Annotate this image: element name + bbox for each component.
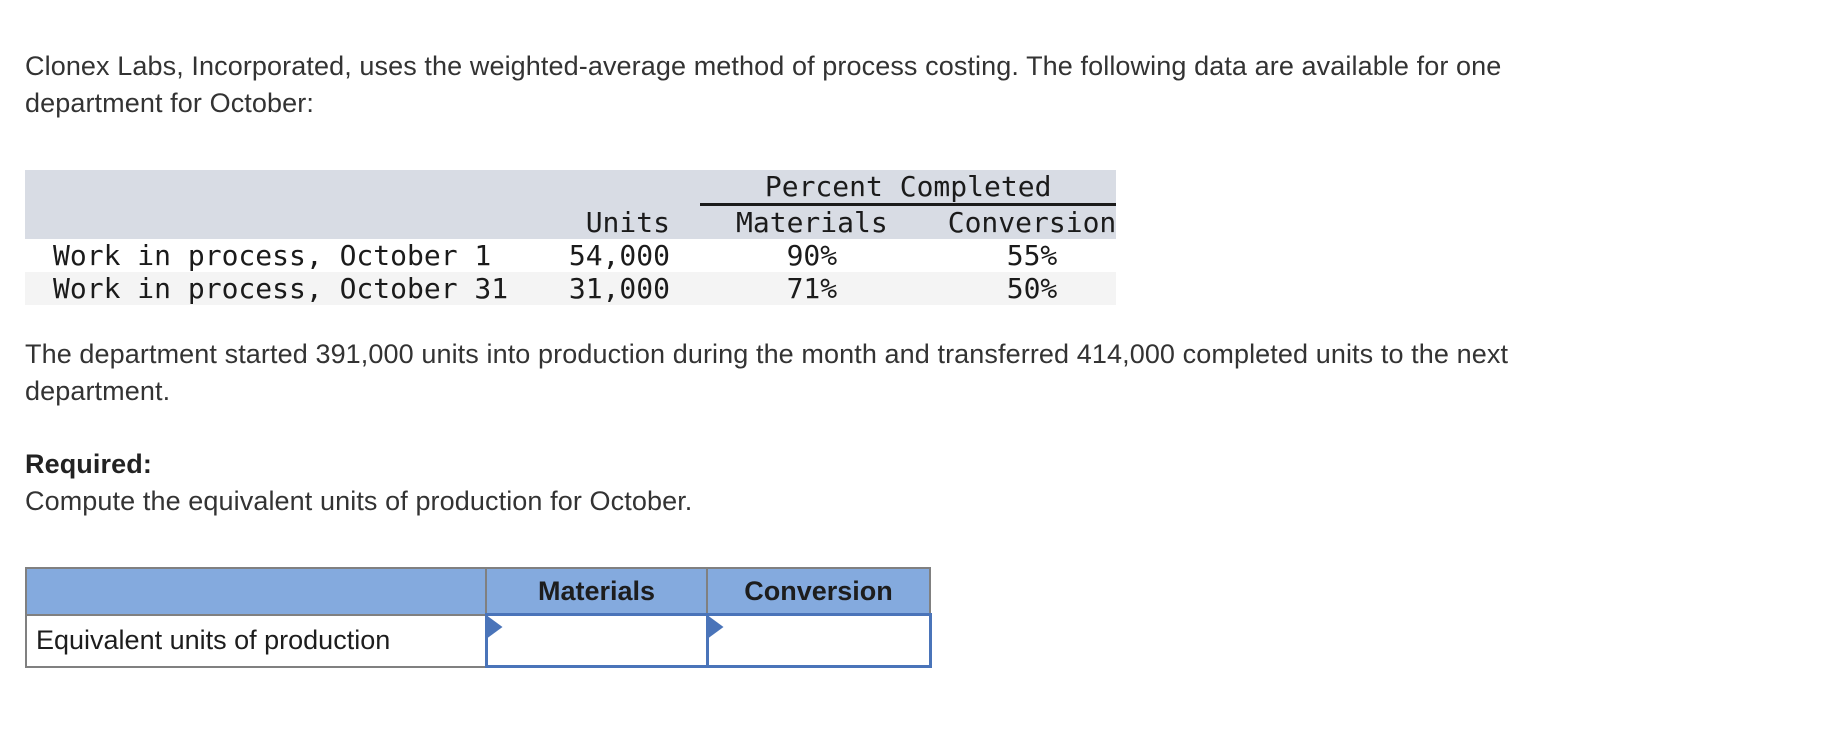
spacer-cell [25, 204, 555, 239]
table-row-wip-october-1: Work in process, October 1 54,000 90% 55… [25, 239, 1116, 272]
answer-header-row: Materials Conversion [25, 567, 931, 616]
narrative-line-2: department. [25, 376, 171, 406]
materials-column-header: Materials [700, 204, 888, 239]
conversion-answer-cell[interactable] [705, 613, 932, 668]
answer-materials-header: Materials [485, 567, 708, 616]
spacer-cell [25, 170, 700, 205]
required-instruction: Compute the equivalent units of producti… [25, 486, 693, 516]
units-value: 31,000 [555, 272, 700, 305]
answer-table: Materials Conversion Equivalent units of… [25, 567, 932, 668]
wip-data-table: Percent Completed Units Materials Conver… [25, 170, 1117, 305]
materials-answer-cell[interactable] [484, 613, 709, 668]
materials-percent: 71% [700, 272, 888, 305]
conversion-percent: 50% [887, 272, 1117, 305]
units-column-header: Units [555, 204, 700, 239]
row-label: Work in process, October 31 [25, 272, 555, 305]
answer-spacer-cell [25, 567, 487, 616]
row-label: Work in process, October 1 [53, 239, 492, 272]
answer-conversion-header: Conversion [706, 567, 931, 616]
required-section: Required: Compute the equivalent units o… [25, 446, 692, 520]
conversion-column-header: Conversion [887, 204, 1117, 239]
units-value: 54,000 [568, 239, 670, 272]
intro-line-2: department for October: [25, 88, 314, 118]
column-header-row: Units Materials Conversion [25, 204, 1117, 239]
intro-line-1: Clonex Labs, Incorporated, uses the weig… [25, 51, 1502, 81]
table-row-wip-october-31: Work in process, October 31 31,000 71% 5… [25, 272, 1117, 305]
narrative-paragraph: The department started 391,000 units int… [25, 336, 1508, 410]
answer-row-label: Equivalent units of production [25, 613, 487, 668]
answer-row-equivalent-units: Equivalent units of production [25, 613, 932, 668]
group-header-row: Percent Completed [25, 170, 1117, 206]
percent-completed-header: Percent Completed [700, 170, 1117, 206]
materials-answer-input[interactable] [487, 616, 706, 665]
conversion-answer-input[interactable] [708, 616, 929, 665]
materials-percent: 90% [786, 239, 838, 272]
required-heading: Required: [25, 449, 152, 479]
conversion-percent: 55% [1006, 239, 1058, 272]
narrative-line-1: The department started 391,000 units int… [25, 339, 1509, 369]
intro-paragraph: Clonex Labs, Incorporated, uses the weig… [25, 48, 1501, 122]
